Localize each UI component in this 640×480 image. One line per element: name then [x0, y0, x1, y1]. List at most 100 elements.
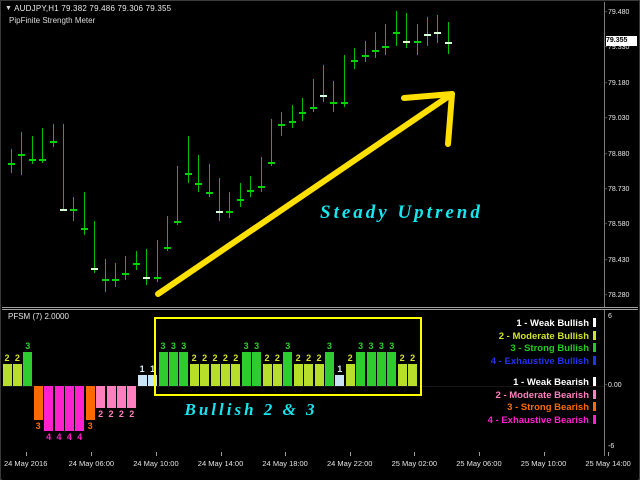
candle-body — [70, 208, 78, 211]
strength-bar: 3 — [23, 341, 33, 386]
time-axis[interactable]: 24 May 2016 24 May 06:00 24 May 10:00 24 Ma… — [2, 452, 638, 480]
strength-bar: 3 — [283, 341, 293, 386]
strength-bar-value: 2 — [98, 409, 104, 420]
steady-uptrend-annotation: Steady Uptrend — [320, 202, 483, 223]
highlight-box[interactable] — [153, 317, 422, 396]
candle-body — [236, 199, 244, 202]
strength-bar-value: 2 — [347, 352, 353, 363]
candle — [49, 123, 57, 148]
strength-bar-value: 2 — [233, 352, 239, 363]
candle-body — [132, 263, 140, 266]
chevron-down-icon[interactable]: ▼ — [5, 5, 13, 12]
candle — [39, 128, 47, 163]
candle-body — [330, 102, 338, 105]
tick-label: 79.180 — [608, 79, 630, 87]
uptrend-arrow-icon[interactable] — [152, 72, 472, 302]
candle — [195, 154, 203, 193]
price-chart-pane[interactable]: ▼ AUDJPY,H1 79.382 79.486 79.306 79.355 … — [1, 1, 639, 307]
legend-item-bullish-3: 3 - Strong Bullish — [488, 343, 596, 356]
price-axis-tick: -78.280 — [605, 291, 639, 300]
candle — [18, 132, 26, 175]
tick-mark — [25, 452, 27, 456]
legend-color-swatch — [593, 414, 596, 424]
candle — [153, 239, 161, 283]
tick-mark: - — [605, 150, 608, 158]
pane-divider[interactable] — [2, 307, 638, 310]
strength-bar-value: 3 — [25, 341, 31, 352]
legend-color-swatch — [593, 355, 596, 365]
candle-body — [392, 31, 400, 34]
strength-bar: 3 — [376, 341, 386, 386]
strength-bar-value: 2 — [222, 352, 228, 363]
price-axis[interactable]: -79.480 79.355 -79.330 -79.180 -79.030 -78.88… — [605, 1, 639, 307]
tick-label: 78.580 — [608, 221, 630, 229]
strength-bar: 2 — [231, 353, 241, 386]
strength-bar-value: 3 — [358, 341, 364, 352]
strength-bar: 2 — [12, 353, 22, 386]
candle-wick — [63, 123, 64, 212]
strength-bar-value: 2 — [118, 409, 124, 420]
time-axis-tick: 24 May 2016 — [4, 452, 48, 468]
price-axis-tick: -79.030 — [605, 114, 639, 123]
tick-mark — [608, 452, 610, 456]
candle-wick — [437, 15, 439, 44]
tick-label: 24 May 2016 — [4, 459, 48, 468]
strength-bar-value: 1 — [150, 363, 156, 374]
indicator-axis-tick: -0.00 — [605, 381, 639, 390]
strength-bar: 2 — [304, 353, 314, 386]
candle-body — [309, 107, 317, 110]
tick-label: 78.880 — [608, 150, 630, 158]
tick-label: 24 May 22:00 — [327, 459, 373, 468]
strength-bar-value: 1 — [139, 363, 145, 374]
legend-color-swatch — [593, 343, 596, 352]
legend-color-swatch — [593, 402, 596, 411]
legend-item-label: 2 - Moderate Bearish — [495, 389, 589, 401]
strength-bar: 2 — [408, 353, 418, 386]
strength-bar-value: 3 — [243, 341, 249, 352]
tick-label: 24 May 10:00 — [133, 459, 179, 468]
tick-label: 78.730 — [608, 185, 630, 193]
candle — [372, 31, 379, 58]
candle-wick — [146, 249, 148, 285]
strength-bar: 2 — [2, 353, 12, 386]
strength-bar: 3 — [241, 341, 251, 386]
strength-bar: 3 — [33, 386, 43, 431]
time-axis-tick: 24 May 14:00 — [198, 452, 243, 468]
tick-label: 79.355 — [606, 37, 628, 45]
tick-mark — [349, 452, 351, 456]
candle-body — [80, 227, 88, 230]
candle — [309, 78, 317, 112]
candle — [122, 256, 130, 280]
candle-body — [257, 186, 265, 189]
candle — [226, 192, 234, 219]
strength-bar-value: 4 — [46, 431, 52, 442]
strength-bar-value: 2 — [4, 352, 10, 363]
indicator-axis[interactable]: 6 -0.00 -6 — [605, 310, 639, 456]
strength-bar: 2 — [220, 353, 230, 386]
legend-color-swatch — [593, 377, 596, 386]
strength-bar: 2 — [200, 353, 210, 386]
candle-body — [143, 277, 151, 280]
candle-wick — [187, 135, 189, 183]
time-axis-tick: 24 May 10:00 — [133, 452, 179, 468]
tick-mark — [91, 452, 93, 456]
price-axis-tick: -79.330 — [605, 43, 639, 52]
candle-wick — [375, 31, 376, 58]
tick-mark: - — [605, 185, 608, 193]
strength-bar-value: 3 — [35, 420, 41, 431]
candle-wick — [395, 11, 397, 46]
strength-bar: 4 — [75, 386, 85, 442]
candle-wick — [42, 128, 44, 163]
strength-bar: 2 — [272, 353, 282, 386]
strength-bar: 2 — [106, 386, 116, 419]
symbol-quote-text: AUDJPY,H1 79.382 79.486 79.306 79.355 — [14, 4, 172, 13]
strength-bar: 3 — [179, 341, 189, 386]
candle-wick — [354, 48, 356, 70]
candle-body — [60, 208, 67, 211]
strength-bar: 4 — [54, 386, 64, 442]
price-plot-area[interactable]: Steady Uptrend — [2, 2, 605, 307]
candle-body — [351, 59, 359, 62]
candle — [257, 156, 265, 193]
